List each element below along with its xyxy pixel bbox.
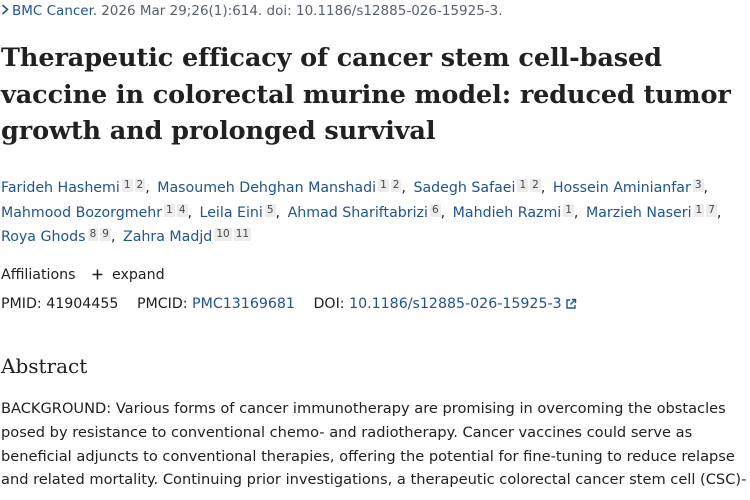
- author-item: Leila Eini 5: [199, 203, 276, 221]
- author-separator: ,: [110, 229, 116, 245]
- author-name-link[interactable]: Hossein Aminianfar: [552, 180, 691, 196]
- author-separator: ,: [145, 180, 150, 196]
- affiliations-label: Affiliations: [1, 267, 76, 283]
- affiliation-ref-link[interactable]: 7: [706, 203, 717, 217]
- pmcid-link[interactable]: PMC13169681: [192, 296, 295, 312]
- citation-details: 2026 Mar 29;26(1):614. doi: 10.1186/s128…: [101, 3, 503, 19]
- identifiers-row: PMID: 41904455 PMCID: PMC13169681 DOI: 1…: [1, 296, 577, 314]
- affiliation-ref-link[interactable]: 1: [378, 179, 389, 192]
- abstract-text: BACKGROUND: Various forms of cancer immu…: [1, 400, 747, 489]
- author-name-link[interactable]: Mahdieh Razmi: [452, 204, 562, 221]
- author-separator: ,: [275, 204, 281, 221]
- author-name-link[interactable]: Zahra Madjd: [122, 229, 213, 245]
- doi-value: 10.1186/s12885-026-15925-3: [349, 296, 562, 312]
- pmid-value: 41904455: [46, 296, 119, 312]
- expand-label: expand: [112, 267, 165, 283]
- author-name-link[interactable]: Masoumeh Dehghan Manshadi: [157, 180, 377, 196]
- author-item: Roya Ghods 8 9: [1, 228, 111, 245]
- author-separator: ,: [716, 204, 722, 221]
- affiliation-ref-link[interactable]: 4: [176, 203, 188, 217]
- author-separator: ,: [540, 180, 546, 196]
- author-name-link[interactable]: Ahmad Shariftabrizi: [287, 204, 428, 221]
- affiliation-ref-link[interactable]: 6: [429, 203, 441, 217]
- affiliation-ref-link[interactable]: 2: [530, 179, 541, 192]
- affiliations-row: Affiliations expand: [1, 267, 165, 283]
- abstract-heading: Abstract: [1, 354, 88, 378]
- external-link-icon: [565, 298, 577, 314]
- author-name-link[interactable]: Farideh Hashemi: [1, 180, 120, 196]
- author-name-link[interactable]: Leila Eini: [199, 204, 263, 221]
- doi-link[interactable]: 10.1186/s12885-026-15925-3: [349, 296, 577, 312]
- author-item: Mahdieh Razmi 1: [452, 203, 574, 221]
- affiliation-ref-link[interactable]: 9: [100, 228, 111, 241]
- plus-icon: [92, 267, 108, 283]
- author-item: Masoumeh Dehghan Manshadi 1 2: [157, 179, 402, 196]
- author-item: Mahmood Bozorgmehr 1 4: [1, 203, 188, 221]
- author-name-link[interactable]: Sadegh Safaei: [413, 180, 516, 196]
- citation-line: BMC Cancer. 2026 Mar 29;26(1):614. doi: 1…: [1, 3, 503, 19]
- author-separator: ,: [187, 204, 193, 221]
- author-separator: ,: [573, 204, 579, 221]
- author-name-link[interactable]: Roya Ghods: [1, 229, 86, 245]
- affiliation-ref-link[interactable]: 11: [233, 228, 252, 241]
- affiliation-ref-link[interactable]: 3: [692, 179, 704, 192]
- author-item: Zahra Madjd 10 11: [122, 228, 252, 245]
- affiliation-ref-link[interactable]: 1: [693, 203, 705, 217]
- affiliation-ref-link[interactable]: 1: [517, 179, 529, 192]
- affiliation-ref-link[interactable]: 8: [87, 228, 99, 241]
- author-name-link[interactable]: Marzieh Naseri: [585, 204, 692, 221]
- pmcid-label: PMCID:: [136, 296, 188, 312]
- expand-affiliations-button[interactable]: expand: [92, 267, 165, 283]
- author-item: Ahmad Shariftabrizi 6: [287, 203, 441, 221]
- doi-label: DOI:: [313, 296, 345, 312]
- author-separator: ,: [401, 180, 406, 196]
- affiliation-ref-link[interactable]: 2: [390, 179, 402, 192]
- chevron-right-icon[interactable]: [1, 3, 9, 19]
- affiliation-ref-link[interactable]: 1: [164, 203, 175, 217]
- author-item: Marzieh Naseri 1 7: [585, 203, 717, 221]
- affiliation-ref-link[interactable]: 1: [121, 179, 133, 192]
- author-separator: ,: [440, 204, 446, 221]
- journal-link[interactable]: BMC Cancer.: [12, 3, 98, 19]
- author-item: Sadegh Safaei 1 2: [413, 179, 541, 196]
- article-title: Therapeutic efficacy of cancer stem cell…: [1, 43, 731, 146]
- author-item: Farideh Hashemi 1 2: [1, 179, 146, 196]
- affiliation-ref-link[interactable]: 5: [264, 203, 276, 217]
- author-item: Hossein Aminianfar 3: [552, 179, 704, 196]
- affiliation-ref-link[interactable]: 2: [134, 179, 146, 192]
- affiliation-ref-link[interactable]: 10: [214, 228, 232, 241]
- author-name-link[interactable]: Mahmood Bozorgmehr: [1, 204, 163, 221]
- affiliation-ref-link[interactable]: 1: [563, 203, 574, 217]
- author-list: Farideh Hashemi 1 2, Masoumeh Dehghan Mans…: [1, 176, 749, 250]
- author-separator: ,: [703, 180, 709, 196]
- pmid-label: PMID:: [1, 296, 42, 312]
